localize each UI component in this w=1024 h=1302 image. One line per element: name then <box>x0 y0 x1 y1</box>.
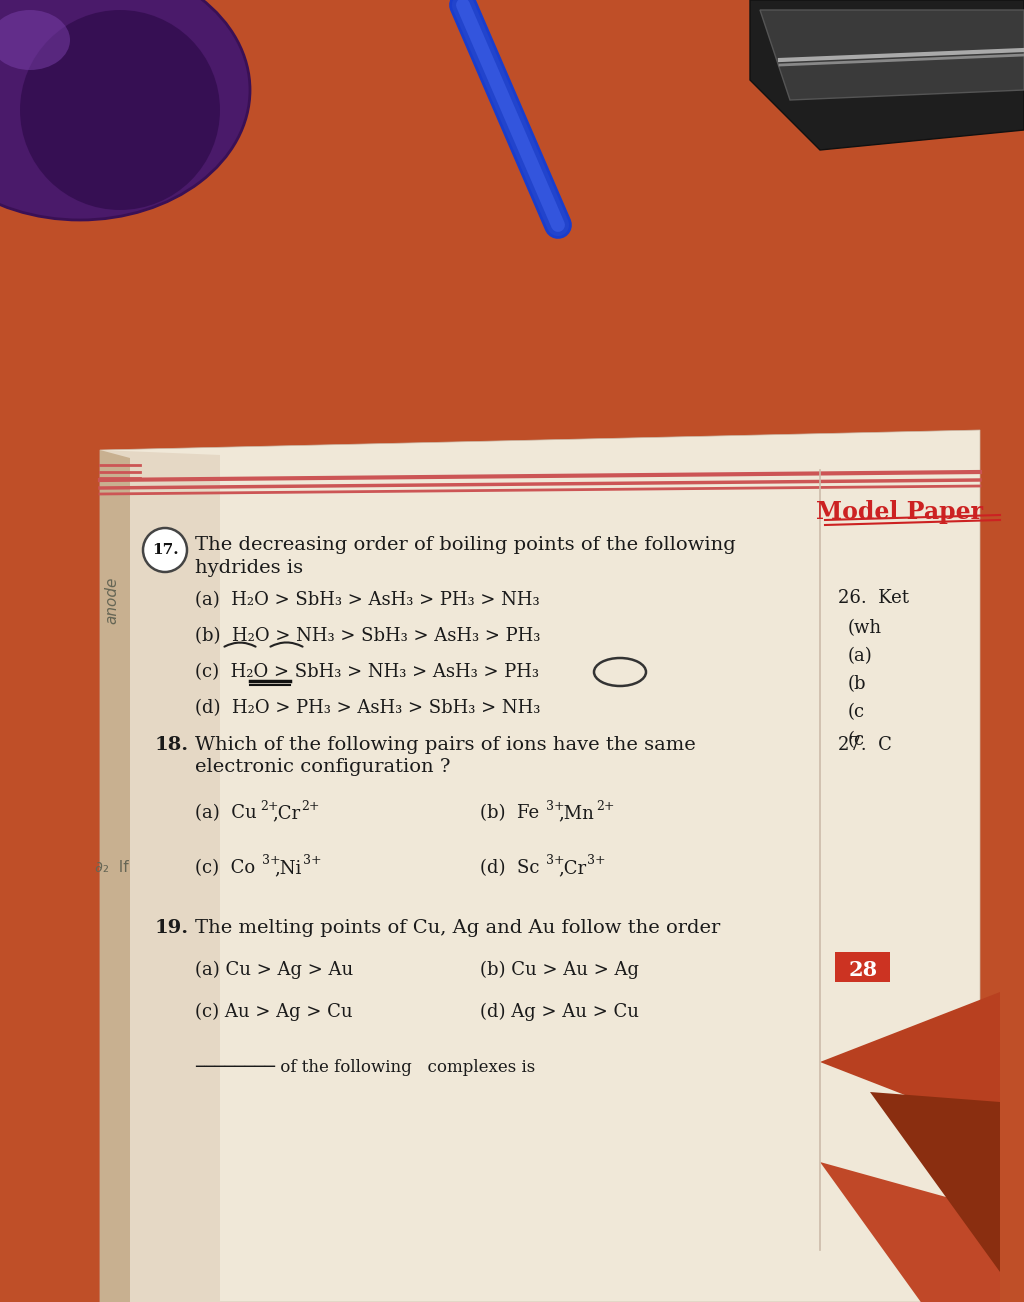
Text: ,Mn: ,Mn <box>558 805 594 822</box>
Text: (d) Ag > Au > Cu: (d) Ag > Au > Cu <box>480 1003 639 1021</box>
Text: 2+: 2+ <box>596 799 614 812</box>
Polygon shape <box>100 450 130 1302</box>
Text: 28: 28 <box>849 960 878 980</box>
Text: 2+: 2+ <box>260 799 279 812</box>
Bar <box>835 952 890 982</box>
Ellipse shape <box>0 0 250 220</box>
Text: 3+: 3+ <box>546 799 564 812</box>
Text: 26.  Ket: 26. Ket <box>838 589 909 607</box>
Text: 18.: 18. <box>155 736 189 754</box>
Polygon shape <box>760 10 1024 100</box>
Text: 3+: 3+ <box>303 854 322 867</box>
Polygon shape <box>870 1092 1000 1272</box>
Text: ∂₂  If: ∂₂ If <box>95 861 129 875</box>
Text: 19.: 19. <box>155 919 189 937</box>
Text: anode: anode <box>104 577 120 624</box>
Polygon shape <box>100 450 220 1302</box>
Text: (a) Cu > Ag > Au: (a) Cu > Ag > Au <box>195 961 353 979</box>
Text: (wh: (wh <box>848 618 882 637</box>
Text: 27.  C: 27. C <box>838 736 892 754</box>
Text: 3+: 3+ <box>262 854 281 867</box>
Text: (d)  H₂O > PH₃ > AsH₃ > SbH₃ > NH₃: (d) H₂O > PH₃ > AsH₃ > SbH₃ > NH₃ <box>195 699 541 717</box>
Text: (c)  Co: (c) Co <box>195 859 255 878</box>
Circle shape <box>143 529 187 572</box>
Polygon shape <box>750 0 1024 150</box>
Text: (b)  H₂O > NH₃ > SbH₃ > AsH₃ > PH₃: (b) H₂O > NH₃ > SbH₃ > AsH₃ > PH₃ <box>195 628 541 644</box>
Polygon shape <box>100 430 980 1302</box>
Text: (c: (c <box>848 730 865 749</box>
Text: 17.: 17. <box>152 543 178 557</box>
Text: 3+: 3+ <box>546 854 564 867</box>
Text: Model Paper: Model Paper <box>816 500 983 523</box>
Text: (b: (b <box>848 674 866 693</box>
Text: Which of the following pairs of ions have the same: Which of the following pairs of ions hav… <box>195 736 695 754</box>
Text: ──────── of the following   complexes is: ──────── of the following complexes is <box>195 1059 536 1075</box>
Text: (c) Au > Ag > Cu: (c) Au > Ag > Cu <box>195 1003 352 1021</box>
Ellipse shape <box>0 10 70 70</box>
Text: (d)  Sc: (d) Sc <box>480 859 540 878</box>
Text: ,Cr: ,Cr <box>272 805 300 822</box>
Text: ,Ni: ,Ni <box>274 859 301 878</box>
Polygon shape <box>820 1161 1000 1302</box>
Text: 2+: 2+ <box>301 799 319 812</box>
Text: hydrides is: hydrides is <box>195 559 303 577</box>
Text: (b) Cu > Au > Ag: (b) Cu > Au > Ag <box>480 961 639 979</box>
Ellipse shape <box>20 10 220 210</box>
Text: 3+: 3+ <box>587 854 605 867</box>
Text: electronic configuration ?: electronic configuration ? <box>195 758 451 776</box>
Text: The decreasing order of boiling points of the following: The decreasing order of boiling points o… <box>195 536 736 553</box>
Text: (c)  H₂O > SbH₃ > NH₃ > AsH₃ > PH₃: (c) H₂O > SbH₃ > NH₃ > AsH₃ > PH₃ <box>195 663 539 681</box>
Text: (b)  Fe: (b) Fe <box>480 805 539 822</box>
Text: (a)  Cu: (a) Cu <box>195 805 257 822</box>
Text: (c: (c <box>848 703 865 721</box>
Text: ,Cr: ,Cr <box>558 859 586 878</box>
Text: The melting points of Cu, Ag and Au follow the order: The melting points of Cu, Ag and Au foll… <box>195 919 720 937</box>
Text: (a)  H₂O > SbH₃ > AsH₃ > PH₃ > NH₃: (a) H₂O > SbH₃ > AsH₃ > PH₃ > NH₃ <box>195 591 540 609</box>
Text: (a): (a) <box>848 647 872 665</box>
Polygon shape <box>820 992 1000 1131</box>
